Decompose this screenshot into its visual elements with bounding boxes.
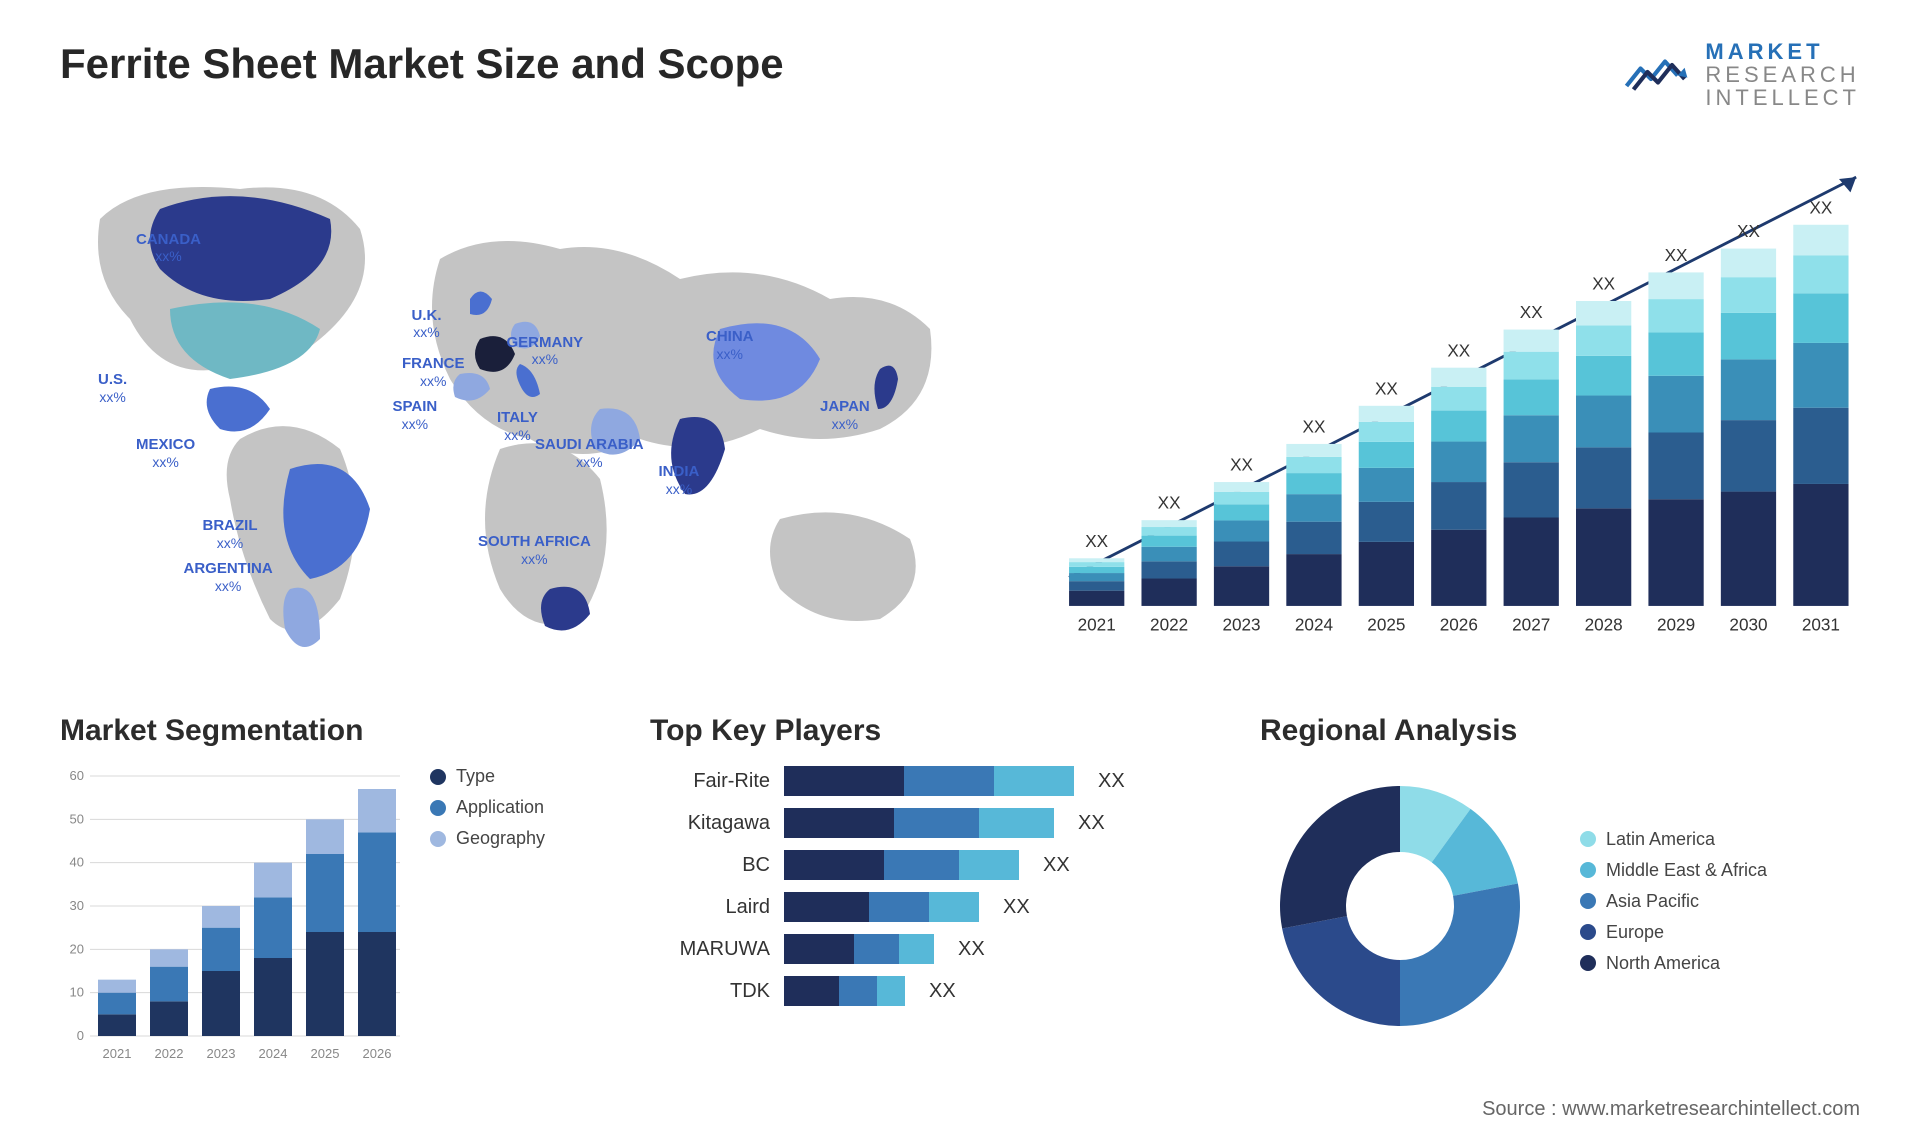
svg-text:50: 50 bbox=[70, 812, 84, 827]
map-label: U.S.xx% bbox=[98, 371, 127, 404]
svg-text:XX: XX bbox=[1303, 417, 1326, 437]
svg-text:XX: XX bbox=[1592, 274, 1615, 294]
svg-text:0: 0 bbox=[77, 1028, 84, 1043]
page-title: Ferrite Sheet Market Size and Scope bbox=[60, 40, 784, 88]
svg-text:2026: 2026 bbox=[363, 1046, 392, 1061]
svg-text:40: 40 bbox=[70, 855, 84, 870]
player-row: BC XX bbox=[650, 850, 1210, 880]
player-value: XX bbox=[1043, 854, 1070, 877]
svg-text:10: 10 bbox=[70, 985, 84, 1000]
player-row: Fair-Rite XX bbox=[650, 766, 1210, 796]
player-bar bbox=[784, 850, 1019, 880]
svg-text:XX: XX bbox=[1520, 302, 1543, 322]
main-bar-chart: XX 2021 XX 2022 XX 2023 XX 2024 XX 2025 XX 2026 XX 20… bbox=[1050, 139, 1860, 679]
player-name: BC bbox=[650, 854, 770, 877]
player-bar bbox=[784, 976, 905, 1006]
player-value: XX bbox=[958, 938, 985, 961]
legend-item: Geography bbox=[430, 828, 545, 849]
player-row: Laird XX bbox=[650, 892, 1210, 922]
regional-title: Regional Analysis bbox=[1260, 714, 1860, 748]
player-value: XX bbox=[929, 980, 956, 1003]
regional-donut bbox=[1260, 766, 1540, 1046]
svg-text:2023: 2023 bbox=[207, 1046, 236, 1061]
player-value: XX bbox=[1078, 812, 1105, 835]
legend-item: Application bbox=[430, 797, 545, 818]
svg-text:XX: XX bbox=[1230, 455, 1253, 475]
svg-text:2028: 2028 bbox=[1585, 615, 1623, 635]
player-bar bbox=[784, 808, 1054, 838]
svg-text:2030: 2030 bbox=[1729, 615, 1767, 635]
legend-item: Latin America bbox=[1580, 829, 1767, 850]
logo-line1: MARKET bbox=[1705, 40, 1860, 63]
logo-line2: RESEARCH bbox=[1705, 63, 1860, 86]
map-label: CANADAxx% bbox=[136, 231, 201, 264]
svg-text:2021: 2021 bbox=[103, 1046, 132, 1061]
player-name: TDK bbox=[650, 980, 770, 1003]
player-row: Kitagawa XX bbox=[650, 808, 1210, 838]
map-label: FRANCExx% bbox=[402, 355, 465, 388]
player-name: Fair-Rite bbox=[650, 770, 770, 793]
map-label: INDIAxx% bbox=[659, 463, 700, 496]
svg-text:2027: 2027 bbox=[1512, 615, 1550, 635]
svg-text:2031: 2031 bbox=[1802, 615, 1840, 635]
world-map: CANADAxx% U.S.xx% MEXICOxx% BRAZILxx% ARGENT… bbox=[60, 139, 1010, 679]
svg-text:2024: 2024 bbox=[1295, 615, 1334, 635]
map-label: SAUDI ARABIAxx% bbox=[535, 436, 644, 469]
svg-text:2024: 2024 bbox=[259, 1046, 288, 1061]
svg-text:2026: 2026 bbox=[1440, 615, 1478, 635]
legend-item: Type bbox=[430, 766, 545, 787]
svg-text:2029: 2029 bbox=[1657, 615, 1695, 635]
map-label: ARGENTINAxx% bbox=[184, 560, 273, 593]
player-bar bbox=[784, 934, 934, 964]
svg-text:XX: XX bbox=[1158, 493, 1181, 513]
player-value: XX bbox=[1003, 896, 1030, 919]
svg-text:XX: XX bbox=[1447, 341, 1470, 361]
legend-item: Middle East & Africa bbox=[1580, 860, 1767, 881]
map-label: CHINAxx% bbox=[706, 328, 754, 361]
legend-item: Asia Pacific bbox=[1580, 891, 1767, 912]
svg-text:XX: XX bbox=[1665, 245, 1688, 265]
players-chart: Fair-Rite XX Kitagawa XX BC XX Laird XX MARUWA XX… bbox=[650, 766, 1210, 1006]
map-label: JAPANxx% bbox=[820, 398, 870, 431]
svg-text:XX: XX bbox=[1737, 221, 1760, 241]
segmentation-legend: Type Application Geography bbox=[430, 766, 545, 859]
player-row: MARUWA XX bbox=[650, 934, 1210, 964]
player-value: XX bbox=[1098, 770, 1125, 793]
player-bar bbox=[784, 766, 1074, 796]
legend-item: North America bbox=[1580, 953, 1767, 974]
svg-text:60: 60 bbox=[70, 768, 84, 783]
map-label: BRAZILxx% bbox=[203, 517, 258, 550]
source-text: Source : www.marketresearchintellect.com bbox=[1482, 1098, 1860, 1121]
regional-legend: Latin America Middle East & Africa Asia Pa… bbox=[1580, 829, 1767, 984]
logo: MARKET RESEARCH INTELLECT bbox=[1623, 40, 1860, 109]
svg-text:30: 30 bbox=[70, 898, 84, 913]
player-name: Laird bbox=[650, 896, 770, 919]
map-label: SPAINxx% bbox=[393, 398, 438, 431]
svg-text:2022: 2022 bbox=[155, 1046, 184, 1061]
logo-mark-icon bbox=[1623, 47, 1693, 102]
svg-text:2025: 2025 bbox=[1367, 615, 1405, 635]
segmentation-title: Market Segmentation bbox=[60, 714, 600, 748]
player-name: MARUWA bbox=[650, 938, 770, 961]
map-label: ITALYxx% bbox=[497, 409, 538, 442]
segmentation-chart: 0 10 20 30 40 50 60 2021 2022 2023 2024 2025 2026 bbox=[60, 766, 400, 1066]
svg-text:2025: 2025 bbox=[311, 1046, 340, 1061]
svg-text:20: 20 bbox=[70, 942, 84, 957]
player-bar bbox=[784, 892, 979, 922]
map-label: MEXICOxx% bbox=[136, 436, 195, 469]
player-row: TDK XX bbox=[650, 976, 1210, 1006]
map-label: GERMANYxx% bbox=[507, 334, 584, 367]
svg-text:XX: XX bbox=[1809, 198, 1832, 218]
map-label: SOUTH AFRICAxx% bbox=[478, 533, 591, 566]
svg-text:2023: 2023 bbox=[1222, 615, 1260, 635]
player-name: Kitagawa bbox=[650, 812, 770, 835]
legend-item: Europe bbox=[1580, 922, 1767, 943]
svg-text:XX: XX bbox=[1375, 379, 1398, 399]
svg-text:2022: 2022 bbox=[1150, 615, 1188, 635]
svg-text:XX: XX bbox=[1085, 531, 1108, 551]
logo-line3: INTELLECT bbox=[1705, 86, 1860, 109]
svg-text:2021: 2021 bbox=[1078, 615, 1116, 635]
players-title: Top Key Players bbox=[650, 714, 1210, 748]
map-label: U.K.xx% bbox=[412, 307, 442, 340]
